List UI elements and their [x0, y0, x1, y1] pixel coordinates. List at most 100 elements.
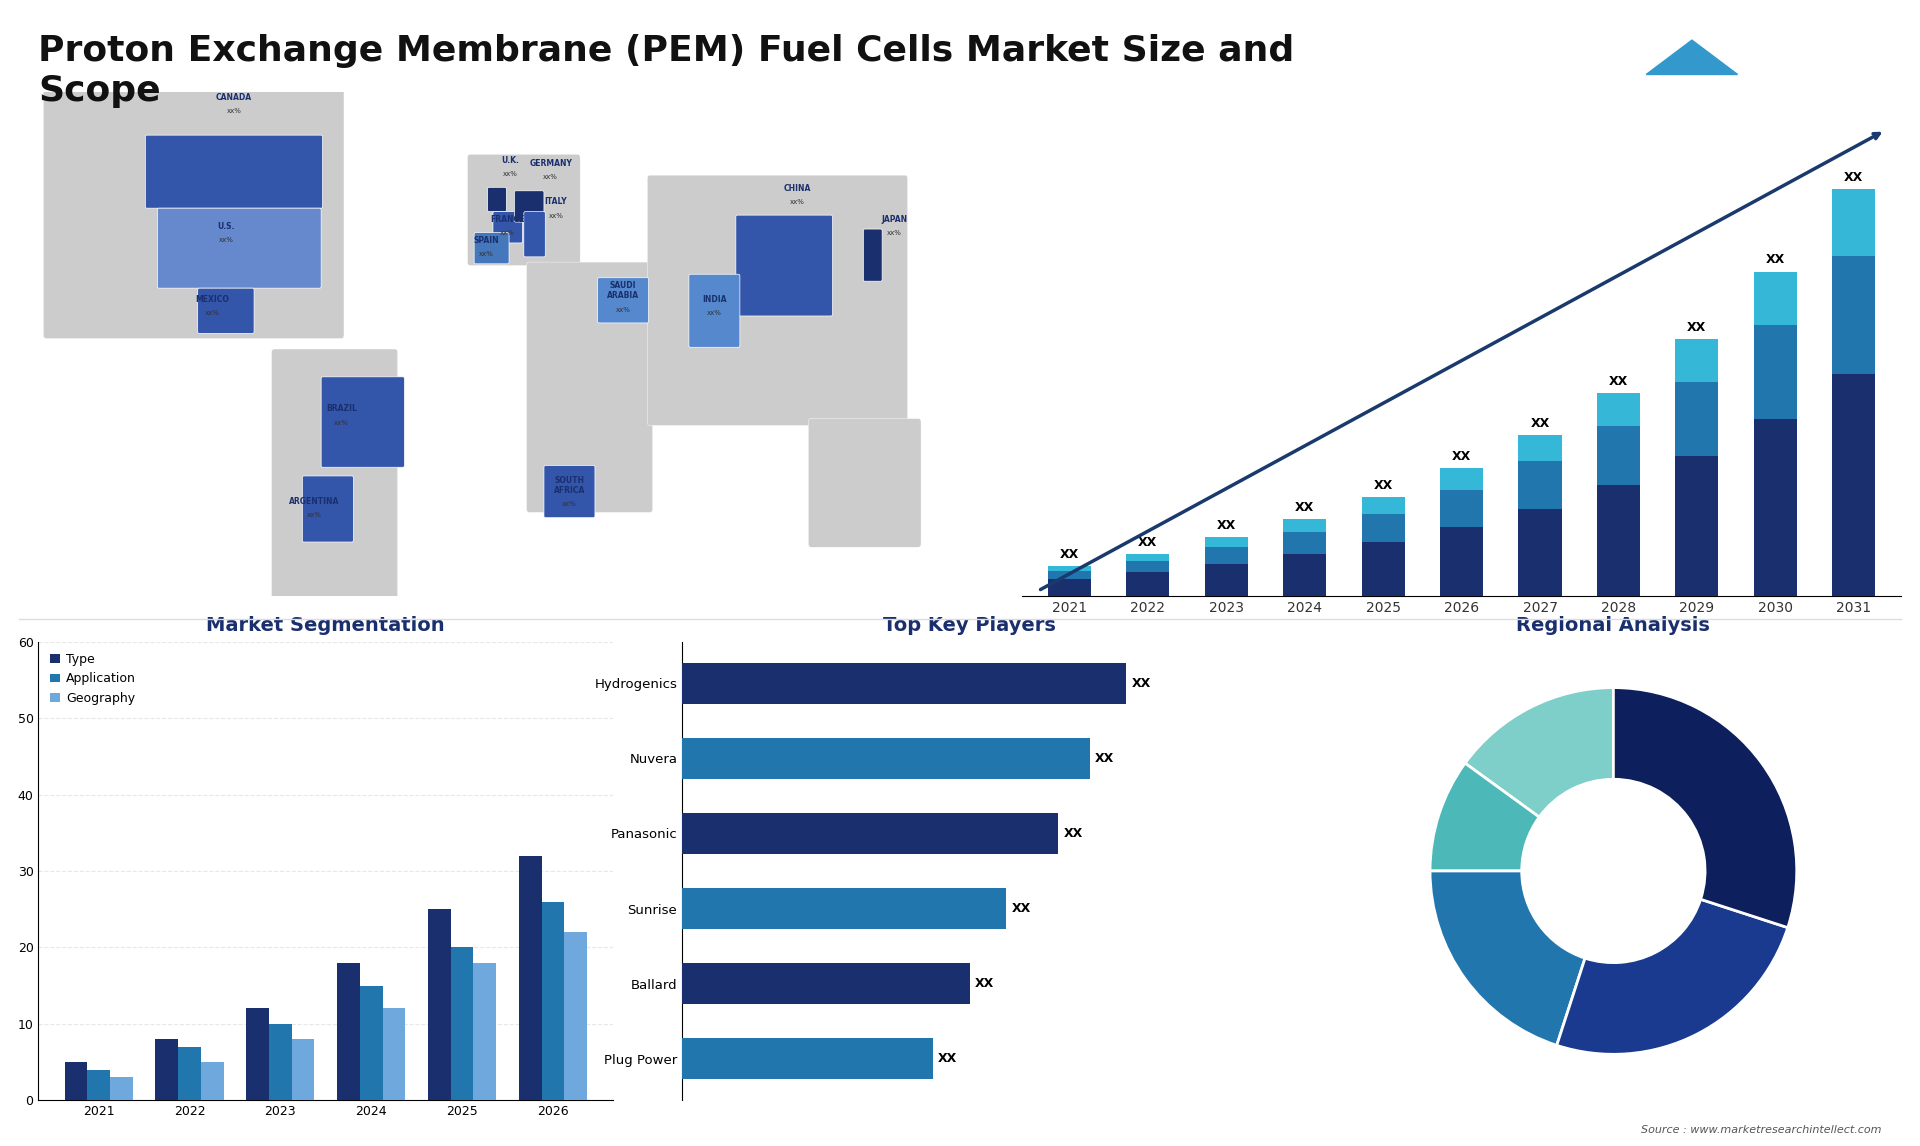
Bar	[1440, 469, 1482, 490]
Bar	[1676, 383, 1718, 456]
Text: SPAIN: SPAIN	[474, 236, 499, 245]
FancyBboxPatch shape	[543, 465, 595, 518]
FancyBboxPatch shape	[157, 209, 321, 288]
Wedge shape	[1430, 871, 1586, 1045]
Text: xx%: xx%	[549, 213, 563, 219]
Wedge shape	[1430, 763, 1540, 871]
Text: XX: XX	[1139, 536, 1158, 549]
Bar	[682, 888, 1006, 929]
Bar	[1204, 547, 1248, 564]
Text: XX: XX	[1373, 479, 1392, 492]
Text: xx%: xx%	[503, 171, 518, 176]
Bar	[1832, 257, 1876, 374]
Text: XX: XX	[939, 1052, 958, 1065]
Text: xx%: xx%	[478, 251, 493, 257]
Text: GERMANY: GERMANY	[530, 159, 572, 168]
Text: BRAZIL: BRAZIL	[326, 405, 357, 414]
Text: XX: XX	[1530, 416, 1549, 430]
Bar	[1283, 554, 1327, 596]
FancyBboxPatch shape	[488, 187, 507, 212]
FancyBboxPatch shape	[597, 277, 649, 323]
Text: XX: XX	[1012, 902, 1031, 915]
Text: INDIA: INDIA	[703, 295, 726, 304]
Bar	[682, 662, 1127, 704]
Bar	[564, 932, 588, 1100]
FancyBboxPatch shape	[808, 418, 922, 548]
Bar	[1753, 419, 1797, 596]
FancyBboxPatch shape	[44, 88, 344, 338]
FancyBboxPatch shape	[524, 212, 545, 257]
Text: ITALY: ITALY	[545, 197, 566, 206]
Bar	[1597, 485, 1640, 596]
Text: XX: XX	[1688, 321, 1707, 333]
FancyBboxPatch shape	[321, 377, 405, 468]
Text: XX: XX	[1094, 752, 1114, 764]
Bar	[1597, 393, 1640, 426]
Text: XX: XX	[1843, 171, 1864, 185]
Text: CANADA: CANADA	[215, 93, 252, 102]
Bar	[518, 856, 541, 1100]
Text: xx%: xx%	[334, 419, 349, 425]
Bar	[109, 1077, 132, 1100]
Bar	[202, 1062, 223, 1100]
Bar	[682, 813, 1058, 854]
Text: xx%: xx%	[616, 306, 630, 313]
Text: XX: XX	[1296, 501, 1315, 513]
FancyBboxPatch shape	[689, 274, 739, 347]
Bar	[541, 902, 564, 1100]
Bar	[428, 909, 451, 1100]
Text: XX: XX	[975, 978, 995, 990]
Text: XX: XX	[1131, 677, 1150, 690]
Bar	[382, 1008, 405, 1100]
Text: XX: XX	[1064, 827, 1083, 840]
Bar	[1204, 564, 1248, 596]
Text: xx%: xx%	[205, 309, 221, 316]
Bar	[1283, 532, 1327, 554]
Bar	[1127, 572, 1169, 596]
Bar	[156, 1039, 179, 1100]
Bar	[1597, 426, 1640, 485]
Bar	[1361, 542, 1405, 596]
FancyBboxPatch shape	[515, 190, 543, 222]
Legend: Type, Application, Geography: Type, Application, Geography	[44, 647, 140, 709]
Text: xx%: xx%	[227, 108, 242, 115]
Bar	[1048, 571, 1091, 579]
Bar	[1676, 456, 1718, 596]
Text: U.S.: U.S.	[217, 222, 234, 230]
FancyBboxPatch shape	[735, 215, 833, 316]
Bar	[1519, 509, 1561, 596]
Wedge shape	[1465, 688, 1613, 817]
Text: xx%: xx%	[307, 511, 323, 518]
FancyBboxPatch shape	[474, 233, 509, 264]
Text: JAPAN: JAPAN	[881, 214, 908, 223]
Text: XX: XX	[1060, 548, 1079, 560]
Bar	[1361, 513, 1405, 542]
Bar	[1753, 272, 1797, 325]
Text: Source : www.marketresearchintellect.com: Source : www.marketresearchintellect.com	[1642, 1124, 1882, 1135]
FancyBboxPatch shape	[864, 229, 881, 281]
FancyBboxPatch shape	[493, 212, 522, 243]
Text: xx%: xx%	[707, 309, 722, 316]
Bar	[682, 1038, 933, 1080]
Bar	[1832, 374, 1876, 596]
Bar	[86, 1069, 109, 1100]
Bar	[179, 1046, 202, 1100]
Text: Proton Exchange Membrane (PEM) Fuel Cells Market Size and
Scope: Proton Exchange Membrane (PEM) Fuel Cell…	[38, 34, 1294, 108]
Wedge shape	[1557, 900, 1788, 1054]
Text: XX: XX	[1609, 375, 1628, 387]
Title: Top Key Players: Top Key Players	[883, 615, 1056, 635]
Bar	[1048, 579, 1091, 596]
FancyBboxPatch shape	[647, 175, 908, 425]
Bar	[474, 963, 495, 1100]
FancyBboxPatch shape	[271, 350, 397, 599]
Text: FRANCE: FRANCE	[490, 214, 524, 223]
Text: CHINA: CHINA	[783, 183, 812, 193]
Text: xx%: xx%	[887, 230, 902, 236]
Bar	[359, 986, 382, 1100]
FancyBboxPatch shape	[301, 476, 353, 542]
Bar	[1519, 462, 1561, 509]
FancyBboxPatch shape	[526, 262, 653, 512]
Text: SAUDI
ARABIA: SAUDI ARABIA	[607, 281, 639, 300]
Bar	[246, 1008, 269, 1100]
Text: U.K.: U.K.	[501, 156, 518, 165]
